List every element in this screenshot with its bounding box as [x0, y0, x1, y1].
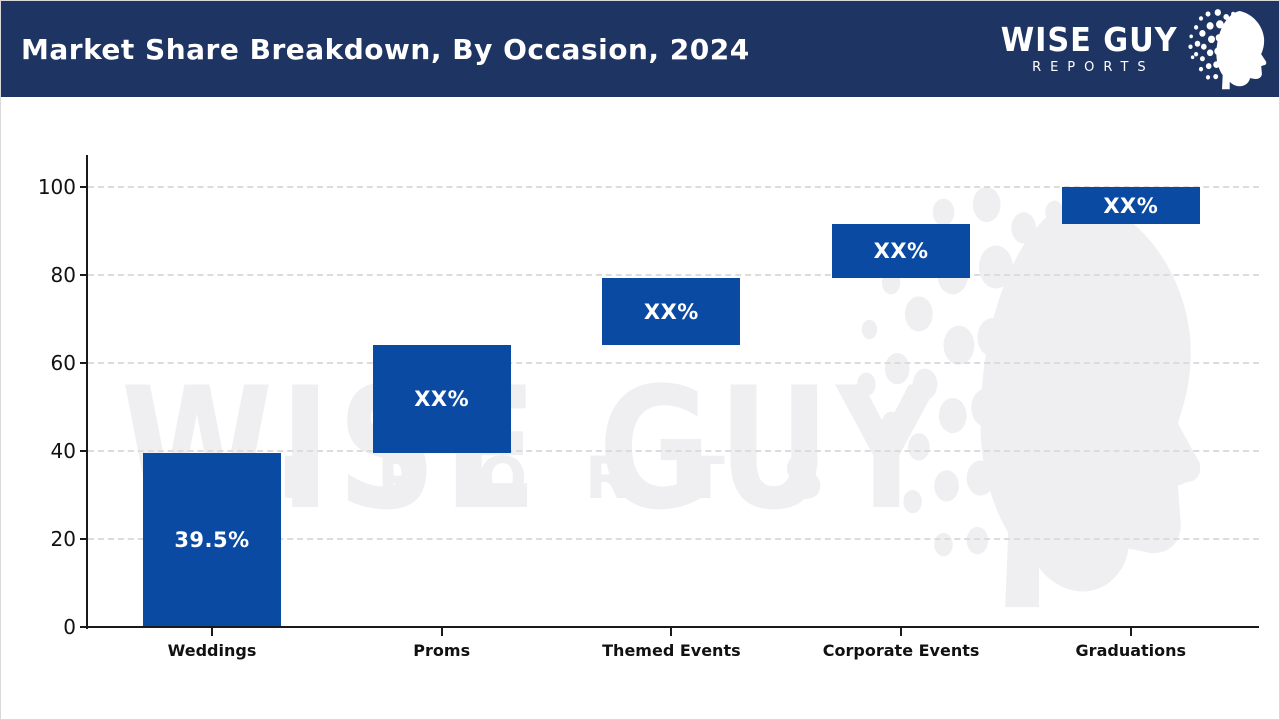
y-tick-label-0: 0: [63, 615, 76, 639]
x-tick-label-2: Themed Events: [602, 641, 741, 660]
logo-wordmark: WISE GUY REPORTS: [993, 23, 1185, 75]
watermark-subtext: REPORTS: [177, 444, 883, 512]
logo-wordmark-sub: REPORTS: [1032, 60, 1155, 75]
bar-value-label: XX%: [643, 299, 699, 324]
y-tick-label-40: 40: [50, 439, 76, 463]
x-tick-label-4: Graduations: [1075, 641, 1187, 660]
y-tick-label-100: 100: [37, 175, 76, 199]
x-tick-2: [670, 628, 673, 636]
bar-corporate-events: XX%: [832, 224, 971, 279]
bar-graduations: XX%: [1061, 187, 1200, 225]
gridline-40: [88, 450, 1259, 452]
y-tick-label-80: 80: [50, 263, 76, 287]
x-tick-label-0: Weddings: [167, 641, 257, 660]
chart-area: WISE GUY REPORTS 39.5% XX% XX% XX% XX% 0 20 40…: [1, 97, 1279, 719]
x-tick-3: [900, 628, 903, 636]
header-bar: Market Share Breakdown, By Occasion, 202…: [1, 1, 1279, 97]
y-axis: [86, 155, 88, 629]
watermark-head-icon: [857, 186, 1201, 608]
bar-proms: XX%: [372, 345, 511, 454]
gridline-100: [88, 186, 1259, 188]
x-tick-label-1: Proms: [413, 641, 471, 660]
x-tick-1: [440, 628, 443, 636]
page-title: Market Share Breakdown, By Occasion, 202…: [21, 32, 750, 66]
y-tick-40: [80, 450, 88, 452]
bar-value-label: XX%: [1103, 193, 1159, 218]
gridline-80: [88, 274, 1259, 276]
bar-value-label: XX%: [414, 387, 470, 412]
y-tick-label-20: 20: [50, 527, 76, 551]
y-tick-0: [80, 626, 88, 628]
dotted-head-icon: [1188, 9, 1267, 90]
y-tick-100: [80, 186, 88, 188]
y-tick-60: [80, 362, 88, 364]
y-tick-label-60: 60: [50, 351, 76, 375]
gridline-60: [88, 362, 1259, 364]
gridline-20: [88, 538, 1259, 540]
logo-wordmark-main: WISE GUY: [1000, 20, 1178, 59]
bar-value-label: XX%: [873, 239, 929, 264]
bar-value-label: 39.5%: [174, 528, 250, 553]
x-tick-0: [211, 628, 213, 636]
x-tick-label-3: Corporate Events: [822, 641, 980, 660]
y-tick-80: [80, 274, 88, 276]
bar-weddings: 39.5%: [143, 453, 281, 627]
x-tick-4: [1129, 628, 1132, 636]
brand-logo: WISE GUY REPORTS: [993, 8, 1271, 90]
x-axis: [86, 626, 1259, 628]
y-tick-20: [80, 538, 88, 540]
bar-themed-events: XX%: [602, 278, 741, 346]
